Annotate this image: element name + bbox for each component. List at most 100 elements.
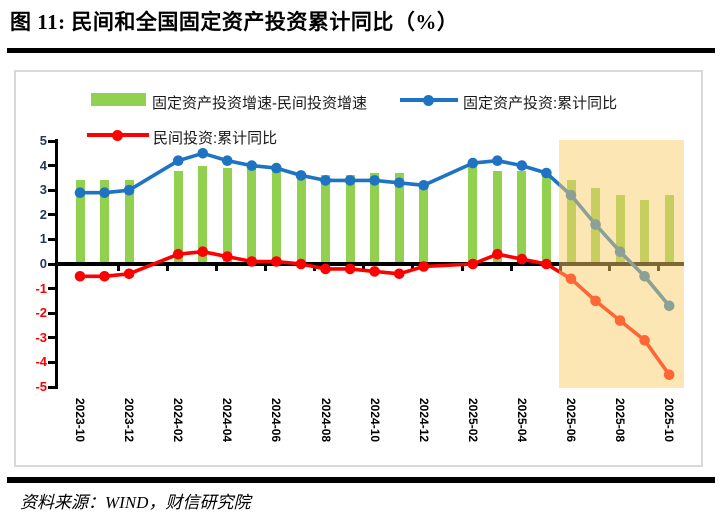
legend-line-swatch-private (87, 129, 149, 141)
data-point-marker (99, 271, 110, 282)
bar (198, 165, 208, 264)
data-point-marker (541, 258, 552, 270)
x-axis-tick (116, 266, 120, 271)
forecast-highlight-region (558, 140, 684, 388)
data-point-marker (222, 155, 233, 166)
bottom-divider-rule (7, 477, 715, 483)
x-tick-label: 2023-10 (73, 398, 87, 443)
data-point-marker (418, 180, 430, 191)
bar (517, 170, 527, 264)
data-point-marker (369, 175, 380, 186)
figure-title: 图 11: 民间和全国固定资产投资累计同比（%） (10, 10, 459, 34)
data-point-marker (516, 253, 528, 265)
data-point-marker (418, 261, 430, 272)
data-point-marker (393, 268, 405, 280)
x-axis-tick (264, 266, 268, 271)
x-tick-label: 2025-06 (564, 398, 578, 443)
x-axis-zero-line (57, 262, 684, 266)
bar (419, 182, 429, 264)
bar (321, 175, 330, 264)
bar (271, 170, 281, 264)
bar (541, 173, 551, 264)
y-axis-tick (48, 213, 55, 217)
data-point-marker (172, 155, 184, 166)
source-note: 资料来源：WIND，财信研究院 (20, 493, 251, 512)
y-axis-tick (48, 360, 55, 364)
data-point-marker (295, 258, 307, 270)
data-point-marker (320, 263, 331, 275)
y-tick-label: -1 (35, 280, 47, 296)
y-tick-label: -2 (35, 305, 47, 321)
y-axis-tick (48, 188, 55, 192)
x-axis-tick (215, 266, 218, 271)
bar (247, 168, 257, 264)
x-tick-label: 2024-08 (318, 398, 333, 443)
y-axis-tick (48, 237, 55, 241)
y-tick-label: 4 (39, 157, 47, 173)
data-point-marker (295, 170, 307, 181)
bar (100, 180, 109, 264)
data-point-marker (74, 271, 86, 282)
y-tick-label: -4 (35, 354, 47, 370)
x-axis-tick (460, 266, 464, 271)
data-point-marker (393, 177, 405, 189)
data-point-marker (344, 263, 356, 275)
data-point-marker (197, 246, 209, 257)
data-point-marker (123, 184, 135, 196)
x-tick-label: 2025-08 (613, 398, 628, 443)
bar (296, 175, 306, 264)
legend-marker-dot-private (112, 129, 123, 141)
x-tick-label: 2025-04 (514, 398, 529, 443)
data-point-marker (320, 175, 331, 186)
data-point-marker (99, 187, 110, 198)
data-point-marker (74, 187, 86, 198)
legend-label-private-yoy: 民间投资:累计同比 (153, 130, 278, 147)
x-axis-tick (509, 266, 513, 271)
x-tick-label: 2024-10 (367, 398, 382, 443)
x-tick-label: 2023-12 (122, 398, 137, 443)
y-tick-label: 1 (39, 231, 47, 247)
data-point-marker (246, 160, 258, 171)
data-point-marker (222, 251, 233, 262)
data-point-marker (492, 155, 503, 166)
y-tick-label: 3 (39, 182, 47, 198)
legend-label-fai-yoy: 固定资产投资:累计同比 (463, 95, 618, 112)
data-point-marker (172, 248, 184, 260)
bar (222, 168, 232, 264)
x-tick-label: 2024-04 (220, 398, 235, 443)
x-tick-label: 2025-10 (662, 398, 677, 443)
y-tick-label: -5 (35, 379, 47, 394)
data-point-marker (467, 258, 479, 270)
bar (345, 175, 355, 264)
bar (492, 170, 502, 264)
y-tick-label: 5 (39, 133, 47, 148)
data-point-marker (492, 248, 503, 260)
data-point-marker (467, 157, 479, 169)
data-point-marker (197, 148, 209, 159)
bar (370, 173, 380, 264)
bar (173, 170, 183, 264)
x-tick-label: 2024-02 (171, 398, 186, 443)
bar (124, 180, 134, 264)
data-point-marker (123, 268, 135, 280)
data-point-marker (246, 256, 258, 267)
y-axis-tick (48, 311, 55, 315)
data-point-marker (344, 175, 356, 186)
y-tick-label: 2 (39, 206, 47, 222)
data-point-marker (541, 167, 552, 179)
x-tick-label: 2025-02 (465, 398, 480, 443)
data-point-marker (271, 162, 282, 174)
bar (75, 180, 85, 264)
y-tick-label: -3 (35, 329, 47, 345)
y-tick-label: 0 (39, 256, 47, 271)
plot-area (57, 140, 684, 388)
x-axis-tick (165, 266, 169, 271)
legend-line-swatch-fai (400, 94, 458, 106)
data-point-marker (516, 160, 528, 171)
x-tick-label: 2024-12 (416, 398, 431, 443)
y-axis-tick (48, 164, 55, 168)
bar (394, 173, 404, 264)
legend-marker-dot-fai (423, 94, 434, 106)
y-axis-tick (48, 139, 55, 143)
